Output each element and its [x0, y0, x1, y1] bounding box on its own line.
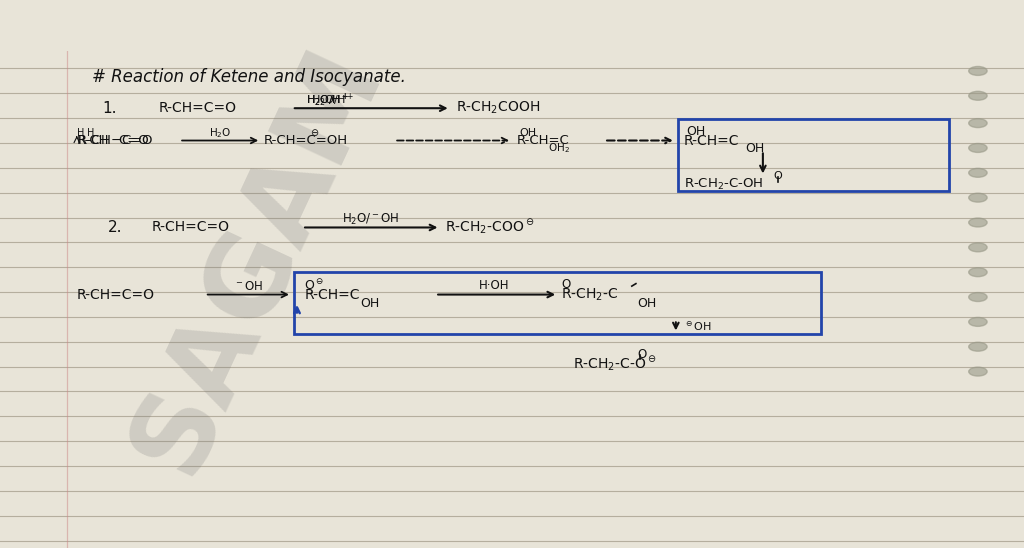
Text: R-CH$_2$-COO$^\ominus$: R-CH$_2$-COO$^\ominus$	[445, 218, 535, 237]
Text: OH: OH	[360, 296, 380, 310]
Text: H$_2$O/H$^+$: H$_2$O/H$^+$	[306, 92, 349, 109]
Text: $^\ominus$OH: $^\ominus$OH	[684, 319, 712, 333]
Text: R-CH$_2$-C: R-CH$_2$-C	[561, 287, 618, 302]
Text: O: O	[637, 347, 646, 361]
Text: OH: OH	[637, 296, 656, 310]
Circle shape	[969, 144, 987, 152]
Text: H$_2$O/H$^+$: H$_2$O/H$^+$	[306, 92, 349, 109]
Text: R-CH=C=OH: R-CH=C=OH	[264, 134, 348, 147]
Circle shape	[969, 293, 987, 301]
Text: O$^\ominus$: O$^\ominus$	[304, 278, 325, 293]
Circle shape	[969, 119, 987, 128]
Text: R-CH=C: R-CH=C	[684, 134, 739, 147]
Text: H·OH: H·OH	[479, 279, 510, 292]
Text: SAGAM: SAGAM	[112, 31, 400, 488]
Text: O: O	[773, 172, 782, 181]
Text: R-CH=C: R-CH=C	[304, 288, 359, 301]
Bar	[294, 272, 821, 334]
Text: H$_2$O/$^-$OH: H$_2$O/$^-$OH	[342, 212, 399, 227]
Circle shape	[969, 168, 987, 178]
Circle shape	[969, 218, 987, 227]
Text: H: H	[87, 128, 94, 138]
Text: OH: OH	[686, 125, 706, 138]
Text: O: O	[561, 278, 570, 291]
Text: 2.: 2.	[108, 220, 122, 235]
Text: H$_2$O: H$_2$O	[209, 127, 231, 140]
Text: 1.: 1.	[102, 101, 117, 116]
Text: R-CH=C: R-CH=C	[517, 134, 570, 147]
Circle shape	[969, 317, 987, 327]
Text: R-CH$_2$-C-OH: R-CH$_2$-C-OH	[684, 176, 764, 192]
Circle shape	[969, 243, 987, 252]
Text: R-CH$_2$-C-O$^\ominus$: R-CH$_2$-C-O$^\ominus$	[573, 355, 656, 374]
Text: # Reaction of Ketene and Isocyanate.: # Reaction of Ketene and Isocyanate.	[92, 68, 407, 86]
Circle shape	[969, 268, 987, 277]
Text: R-CH=C=O: R-CH=C=O	[152, 220, 229, 235]
Circle shape	[969, 342, 987, 351]
Text: R-CH$_2$COOH: R-CH$_2$COOH	[456, 100, 540, 116]
Text: H$_2$O/H$^+$: H$_2$O/H$^+$	[311, 92, 354, 109]
Text: R-CH=C=O: R-CH=C=O	[159, 101, 237, 115]
Text: $^-$OH: $^-$OH	[234, 280, 263, 293]
Text: OH: OH	[745, 142, 765, 155]
Text: C=O: C=O	[118, 134, 148, 147]
Text: R-CH=C=O: R-CH=C=O	[77, 288, 155, 301]
Text: $\ominus$: $\ominus$	[310, 127, 319, 138]
Circle shape	[969, 367, 987, 376]
Text: H: H	[77, 128, 84, 138]
Text: R-CH: R-CH	[77, 134, 110, 147]
Text: OH$_2$: OH$_2$	[548, 141, 569, 156]
Text: OH: OH	[519, 128, 537, 138]
Circle shape	[969, 193, 987, 202]
Bar	[678, 119, 949, 191]
Circle shape	[969, 66, 987, 76]
Circle shape	[969, 92, 987, 100]
Text: R-CH$-$C=O: R-CH$-$C=O	[77, 134, 154, 147]
